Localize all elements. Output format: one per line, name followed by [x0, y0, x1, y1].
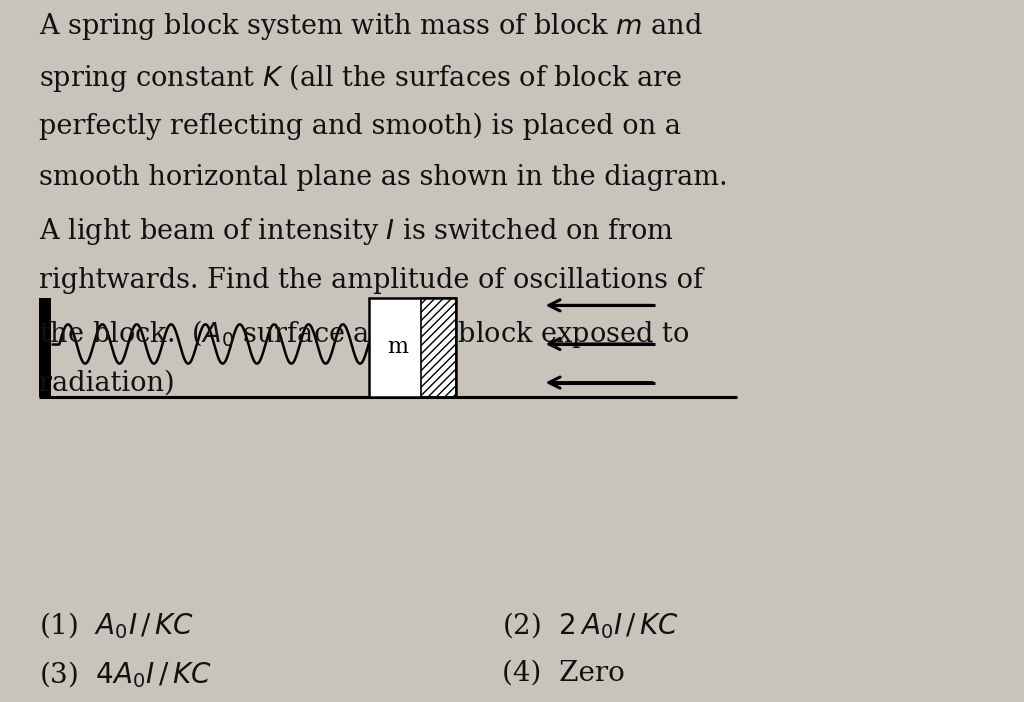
- Text: the block.  ($A_0$ surface area of block exposed to: the block. ($A_0$ surface area of block …: [39, 318, 689, 350]
- Bar: [369, 298, 456, 397]
- Text: (1)  $A_0 I\,/\,KC$: (1) $A_0 I\,/\,KC$: [39, 611, 194, 642]
- Text: perfectly reflecting and smooth) is placed on a: perfectly reflecting and smooth) is plac…: [39, 113, 681, 140]
- Text: radiation): radiation): [39, 369, 174, 396]
- Text: rightwards. Find the amplitude of oscillations of: rightwards. Find the amplitude of oscill…: [39, 267, 702, 293]
- Text: (3)  $4A_0 I\,/\,KC$: (3) $4A_0 I\,/\,KC$: [39, 660, 212, 691]
- Bar: [421, 298, 456, 397]
- Text: smooth horizontal plane as shown in the diagram.: smooth horizontal plane as shown in the …: [39, 164, 727, 191]
- Text: (2)  $2\,A_0 I\,/\,KC$: (2) $2\,A_0 I\,/\,KC$: [502, 611, 679, 642]
- Text: A light beam of intensity $I$ is switched on from: A light beam of intensity $I$ is switche…: [39, 216, 674, 246]
- Text: A spring block system with mass of block $m$ and: A spring block system with mass of block…: [39, 11, 702, 41]
- Text: m: m: [387, 336, 408, 359]
- Bar: [39, 298, 51, 397]
- Text: (4)  Zero: (4) Zero: [502, 660, 625, 687]
- Text: spring constant $K$ (all the surfaces of block are: spring constant $K$ (all the surfaces of…: [39, 62, 682, 94]
